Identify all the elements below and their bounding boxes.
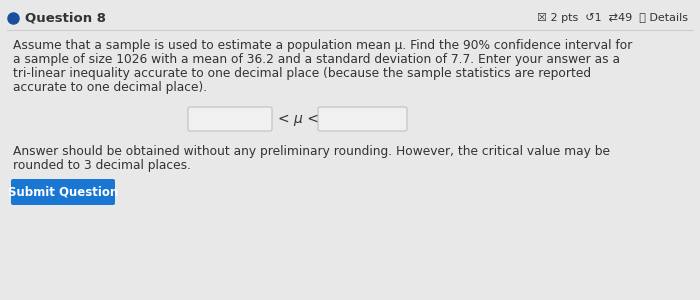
Text: a sample of size 1026 with a mean of 36.2 and a standard deviation of 7.7. Enter: a sample of size 1026 with a mean of 36.…: [13, 52, 620, 65]
Text: Assume that a sample is used to estimate a population mean μ. Find the 90% confi: Assume that a sample is used to estimate…: [13, 38, 632, 52]
Text: rounded to 3 decimal places.: rounded to 3 decimal places.: [13, 160, 191, 172]
Text: Submit Question: Submit Question: [8, 185, 118, 199]
Text: accurate to one decimal place).: accurate to one decimal place).: [13, 80, 207, 94]
Text: Question 8: Question 8: [25, 11, 106, 25]
FancyBboxPatch shape: [11, 179, 115, 205]
Text: < μ <: < μ <: [278, 112, 318, 126]
Text: Answer should be obtained without any preliminary rounding. However, the critica: Answer should be obtained without any pr…: [13, 146, 610, 158]
Text: tri-linear inequality accurate to one decimal place (because the sample statisti: tri-linear inequality accurate to one de…: [13, 67, 591, 80]
FancyBboxPatch shape: [318, 107, 407, 131]
Text: ☒ 2 pts  ↺1  ⇄49  ⓘ Details: ☒ 2 pts ↺1 ⇄49 ⓘ Details: [537, 13, 688, 23]
FancyBboxPatch shape: [188, 107, 272, 131]
